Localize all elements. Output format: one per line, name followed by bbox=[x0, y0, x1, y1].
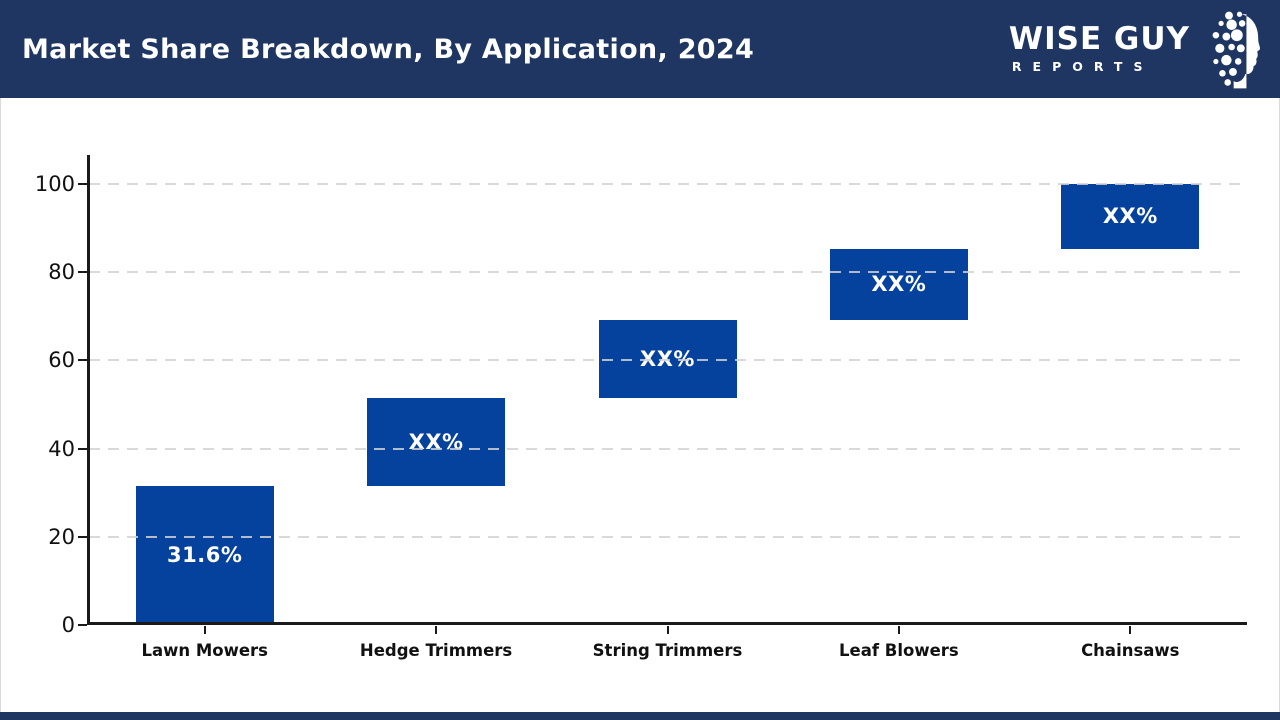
x-tick-mark bbox=[203, 626, 206, 634]
header-bar: Market Share Breakdown, By Application, … bbox=[0, 0, 1280, 98]
bar-string-trimmers: XX% bbox=[598, 319, 737, 398]
page-title: Market Share Breakdown, By Application, … bbox=[22, 33, 755, 65]
y-tick-mark bbox=[78, 447, 87, 450]
bar-lawn-mowers: 31.6% bbox=[135, 485, 274, 625]
y-tick-label: 60 bbox=[48, 348, 75, 373]
x-axis-label-lawn-mowers: Lawn Mowers bbox=[141, 641, 268, 660]
x-tick-mark bbox=[1129, 626, 1132, 634]
bar-leaf-blowers: XX% bbox=[829, 248, 968, 320]
footer-bar bbox=[0, 712, 1280, 720]
y-tick-mark bbox=[78, 535, 87, 538]
bar-value-label: XX% bbox=[408, 429, 464, 454]
y-tick-label: 80 bbox=[48, 260, 75, 285]
y-tick-mark bbox=[78, 624, 87, 626]
x-axis-label-string-trimmers: String Trimmers bbox=[592, 641, 743, 660]
y-tick-label: 40 bbox=[48, 436, 75, 461]
bar-value-label: XX% bbox=[871, 272, 927, 297]
gridline-40 bbox=[89, 447, 1246, 450]
gridline-60 bbox=[89, 359, 1246, 362]
y-tick-label: 0 bbox=[61, 613, 75, 637]
bar-chainsaws: XX% bbox=[1061, 184, 1200, 249]
bar-value-label: XX% bbox=[640, 346, 695, 371]
x-tick-mark bbox=[435, 626, 438, 634]
bar-hedge-trimmers: XX% bbox=[367, 397, 506, 486]
y-tick-mark bbox=[78, 183, 87, 185]
y-tick-mark bbox=[78, 359, 87, 362]
y-tick-label: 100 bbox=[34, 172, 75, 196]
x-axis-line bbox=[87, 622, 1247, 625]
gridline-80 bbox=[89, 271, 1246, 274]
x-axis-label-chainsaws: Chainsaws bbox=[1081, 641, 1180, 660]
brand-subname: REPORTS bbox=[1011, 59, 1154, 74]
brand-logo-text: WISE GUY REPORTS bbox=[1008, 21, 1190, 75]
x-axis-label-hedge-trimmers: Hedge Trimmers bbox=[359, 641, 513, 660]
y-tick-label: 20 bbox=[48, 524, 75, 549]
brand-head-icon bbox=[1212, 11, 1260, 89]
x-tick-mark bbox=[666, 626, 669, 634]
bar-value-label: XX% bbox=[1102, 204, 1158, 229]
y-axis-line bbox=[87, 155, 90, 625]
plot-area: 0 20 40 60 80 100 31.6% Lawn Mowers XX% Hedge Tri… bbox=[35, 155, 1247, 660]
chart-canvas: 0 20 40 60 80 100 31.6% Lawn Mowers XX% Hedge Tri… bbox=[0, 98, 1280, 712]
gridline-20 bbox=[89, 535, 1246, 538]
brand-logo: WISE GUY REPORTS bbox=[1009, 9, 1262, 89]
y-tick-mark bbox=[78, 271, 87, 274]
x-axis-label-leaf-blowers: Leaf Blowers bbox=[839, 641, 959, 660]
x-tick-mark bbox=[897, 626, 900, 634]
gridline-100 bbox=[89, 183, 1246, 185]
bar-value-label: 31.6% bbox=[167, 543, 243, 568]
brand-name: WISE GUY bbox=[1008, 21, 1190, 57]
